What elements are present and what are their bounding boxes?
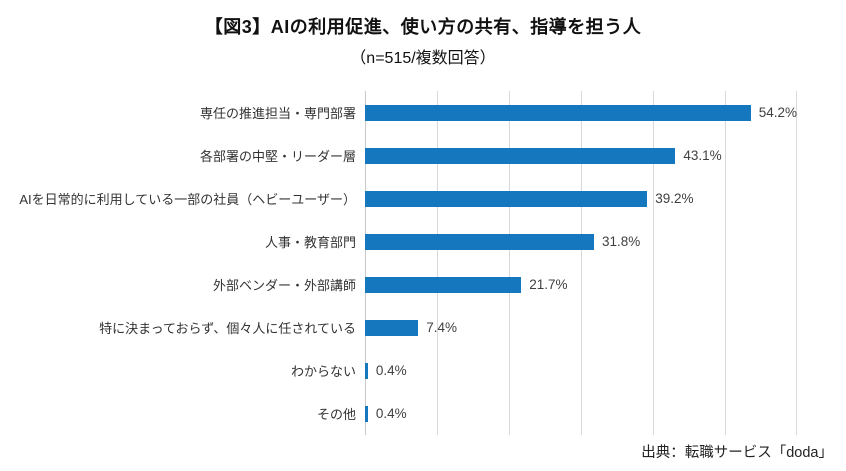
category-label: 各部署の中堅・リーダー層 bbox=[199, 149, 356, 164]
gridlines bbox=[365, 91, 797, 435]
bar bbox=[365, 190, 648, 207]
bar-track: 39.2% bbox=[365, 177, 797, 220]
value-label: 21.7% bbox=[529, 277, 568, 292]
bar-row: 外部ベンダー・外部講師 21.7% bbox=[0, 263, 846, 306]
bar-row: わからない 0.4% bbox=[0, 349, 846, 392]
category-label: 特に決まっておらず、個々人に任されている bbox=[99, 321, 356, 336]
bar-track: 7.4% bbox=[365, 306, 797, 349]
plot-area: 専任の推進担当・専門部署 54.2% 各部署の中堅・リーダー層 43.1% AIを日常的… bbox=[0, 91, 846, 435]
chart-subtitle: （n=515/複数回答） bbox=[350, 50, 496, 67]
bar bbox=[365, 147, 676, 164]
bar-row: その他 0.4% bbox=[0, 392, 846, 435]
value-axis-line bbox=[365, 91, 366, 435]
bar-row: 専任の推進担当・専門部署 54.2% bbox=[0, 91, 846, 134]
bar-row: 人事・教育部門 31.8% bbox=[0, 220, 846, 263]
bar bbox=[365, 319, 419, 336]
bar-row: 各部署の中堅・リーダー層 43.1% bbox=[0, 134, 846, 177]
gridline bbox=[725, 91, 726, 435]
bar-track: 31.8% bbox=[365, 220, 797, 263]
gridline bbox=[652, 91, 654, 435]
bar-row: 特に決まっておらず、個々人に任されている 7.4% bbox=[0, 306, 846, 349]
gridline bbox=[796, 91, 797, 435]
bar-track: 43.1% bbox=[365, 134, 797, 177]
bar bbox=[365, 405, 368, 422]
value-label: 39.2% bbox=[655, 191, 694, 206]
gridline bbox=[508, 91, 510, 435]
gridline bbox=[581, 91, 582, 435]
bar-track: 21.7% bbox=[365, 263, 797, 306]
value-label: 0.4% bbox=[375, 363, 407, 378]
category-label: AIを日常的に利用している一部の社員（ヘビーユーザー） bbox=[19, 192, 356, 207]
bar bbox=[365, 362, 368, 379]
bar-rows: 専任の推進担当・専門部署 54.2% 各部署の中堅・リーダー層 43.1% AIを日常的… bbox=[0, 91, 846, 435]
category-label: その他 bbox=[316, 407, 356, 422]
value-label: 31.8% bbox=[601, 234, 641, 249]
category-label: わからない bbox=[290, 364, 356, 379]
bar bbox=[365, 276, 522, 293]
bar-row: AIを日常的に利用している一部の社員（ヘビーユーザー） 39.2% bbox=[0, 177, 846, 220]
category-label: 専任の推進担当・専門部署 bbox=[199, 106, 356, 121]
chart-title: 【図3】AIの利用促進、使い方の共有、指導を担う人 bbox=[204, 17, 642, 37]
bar bbox=[365, 233, 594, 250]
bar-track: 0.4% bbox=[365, 392, 797, 435]
source-credit: 出典：転職サービス「doda」 bbox=[641, 445, 833, 461]
bar-track: 0.4% bbox=[365, 349, 797, 392]
gridline bbox=[436, 91, 438, 435]
bar-track: 54.2% bbox=[365, 91, 797, 134]
category-label: 外部ベンダー・外部講師 bbox=[212, 278, 356, 293]
value-label: 43.1% bbox=[683, 148, 722, 163]
category-label: 人事・教育部門 bbox=[264, 235, 356, 250]
value-label: 7.4% bbox=[426, 320, 458, 335]
value-label: 0.4% bbox=[375, 406, 407, 421]
bar bbox=[365, 104, 751, 121]
value-label: 54.2% bbox=[758, 105, 797, 120]
